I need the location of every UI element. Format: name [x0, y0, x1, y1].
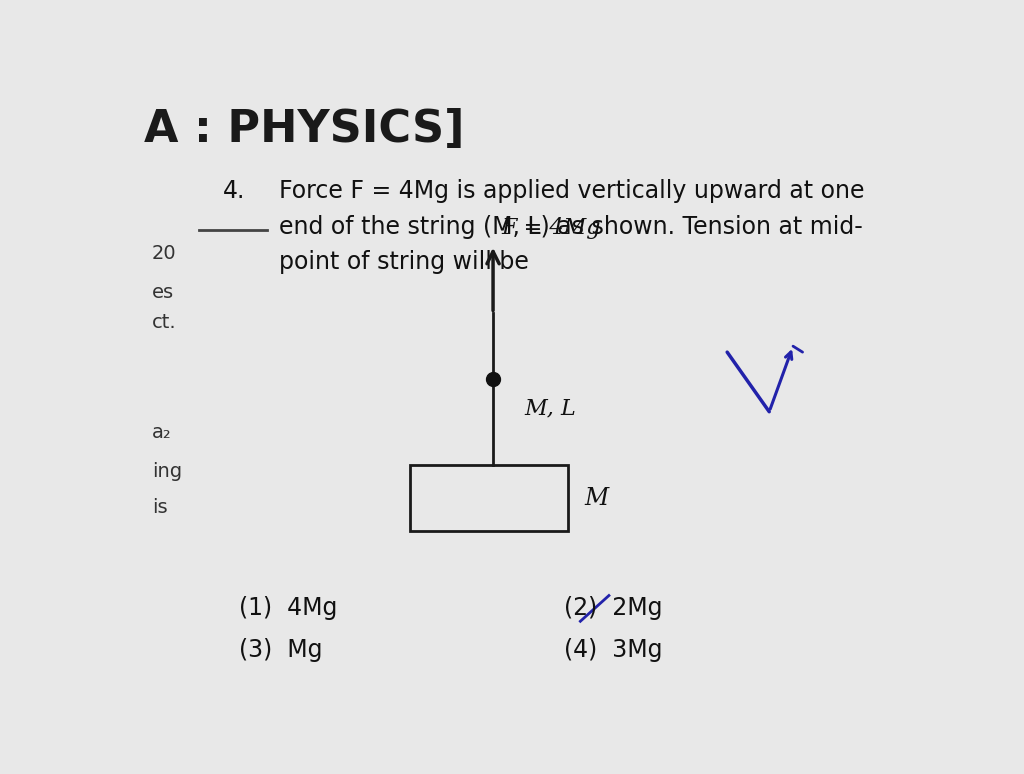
Text: ct.: ct.	[152, 313, 176, 332]
Text: (2)  2Mg: (2) 2Mg	[564, 597, 663, 621]
Text: M: M	[585, 487, 608, 509]
Text: 4.: 4.	[223, 180, 246, 204]
Text: (3)  Mg: (3) Mg	[240, 638, 323, 662]
Text: a₂: a₂	[152, 423, 172, 442]
Text: M, L: M, L	[524, 398, 577, 420]
Text: A : PHYSICS]: A : PHYSICS]	[143, 108, 464, 151]
Text: (4)  3Mg: (4) 3Mg	[564, 638, 663, 662]
Text: es: es	[152, 283, 174, 302]
Text: is: is	[152, 498, 168, 516]
Bar	[410, 465, 568, 531]
Text: (1)  4Mg: (1) 4Mg	[240, 597, 338, 621]
Text: Force F = 4Mg is applied vertically upward at one
end of the string (M, L) as sh: Force F = 4Mg is applied vertically upwa…	[279, 180, 864, 274]
Text: F = 4Mg: F = 4Mg	[501, 217, 600, 239]
Text: 20: 20	[152, 245, 176, 263]
Text: ing: ing	[152, 462, 182, 481]
